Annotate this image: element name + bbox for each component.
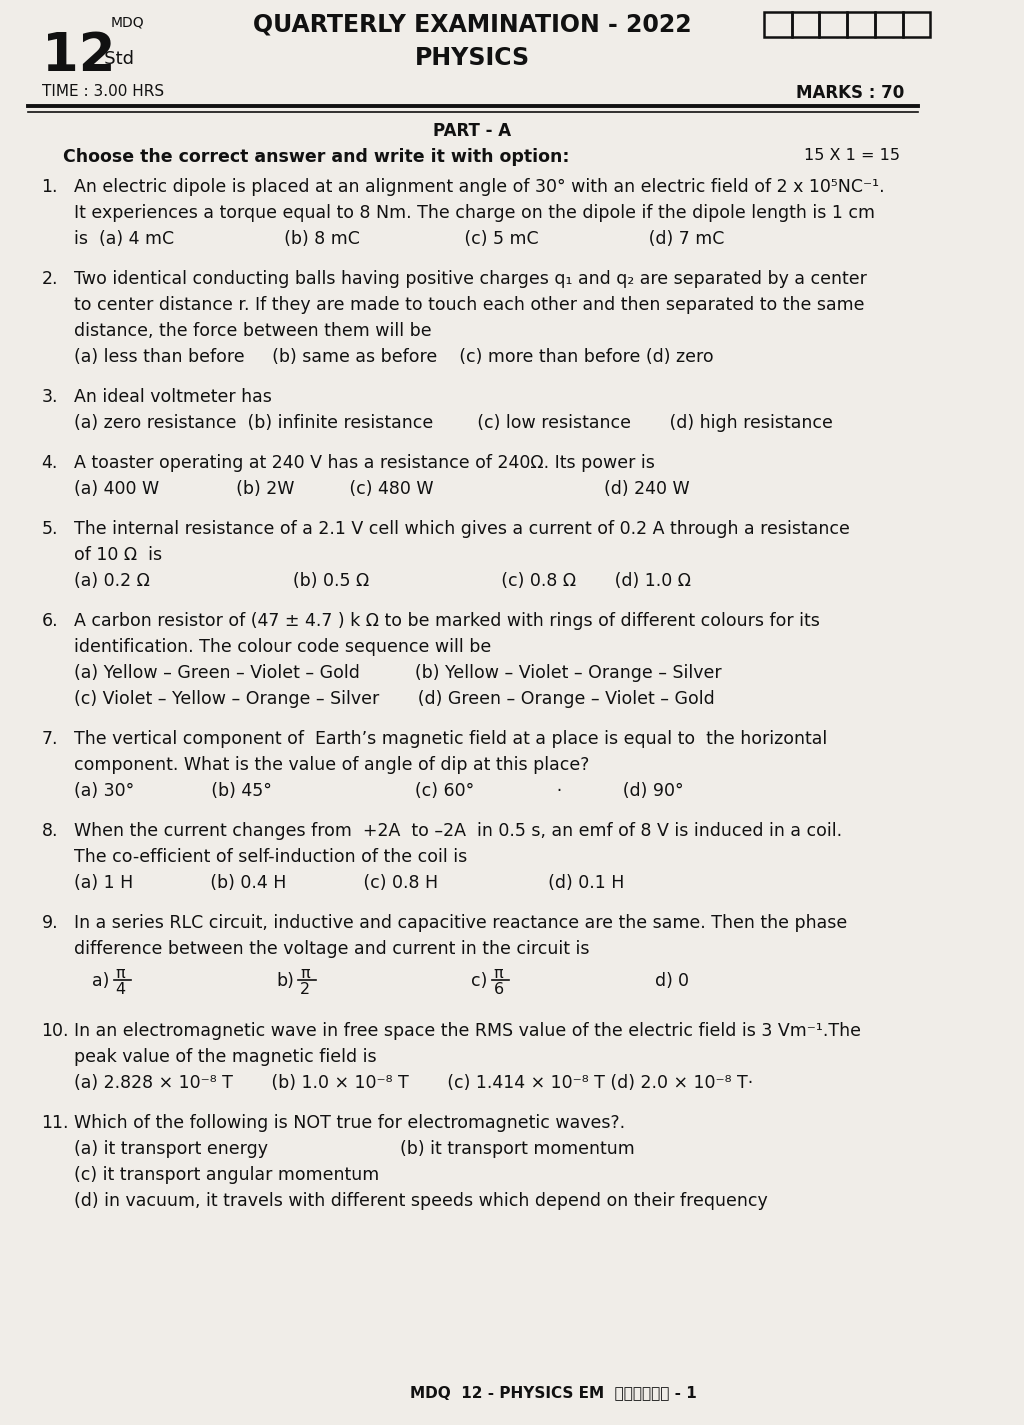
Text: The internal resistance of a 2.1 V cell which gives a current of 0.2 A through a: The internal resistance of a 2.1 V cell … xyxy=(74,520,850,539)
Text: In a series RLC circuit, inductive and capacitive reactance are the same. Then t: In a series RLC circuit, inductive and c… xyxy=(74,913,847,932)
Bar xyxy=(764,11,792,37)
Bar xyxy=(819,11,847,37)
Text: 6: 6 xyxy=(494,982,504,998)
Text: 2.: 2. xyxy=(42,269,58,288)
Text: 5.: 5. xyxy=(42,520,58,539)
Text: (d) in vacuum, it travels with different speeds which depend on their frequency: (d) in vacuum, it travels with different… xyxy=(74,1191,768,1210)
Bar xyxy=(874,11,902,37)
Text: (c) Violet – Yellow – Orange – Silver       (d) Green – Orange – Violet – Gold: (c) Violet – Yellow – Orange – Silver (d… xyxy=(74,690,715,708)
Text: Choose the correct answer and write it with option:: Choose the correct answer and write it w… xyxy=(62,148,569,165)
Text: QUARTERLY EXAMINATION - 2022: QUARTERLY EXAMINATION - 2022 xyxy=(253,11,692,36)
Text: distance, the force between them will be: distance, the force between them will be xyxy=(74,322,431,341)
Text: TIME : 3.00 HRS: TIME : 3.00 HRS xyxy=(42,84,164,98)
Text: When the current changes from  +2A  to –2A  in 0.5 s, an emf of 8 V is induced i: When the current changes from +2A to –2A… xyxy=(74,822,842,839)
Text: (c) it transport angular momentum: (c) it transport angular momentum xyxy=(74,1166,379,1184)
Text: The co-efficient of self-induction of the coil is: The co-efficient of self-induction of th… xyxy=(74,848,467,866)
Text: PART - A: PART - A xyxy=(433,123,512,140)
Bar xyxy=(792,11,819,37)
Text: 4.: 4. xyxy=(42,455,58,472)
Text: An ideal voltmeter has: An ideal voltmeter has xyxy=(74,388,271,406)
Text: - Std: - Std xyxy=(92,50,134,68)
Text: 3.: 3. xyxy=(42,388,58,406)
Text: 0: 0 xyxy=(678,972,689,990)
Text: 7.: 7. xyxy=(42,730,58,748)
Text: (a) less than before     (b) same as before    (c) more than before (d) zero: (a) less than before (b) same as before … xyxy=(74,348,714,366)
Text: (a) it transport energy                        (b) it transport momentum: (a) it transport energy (b) it transport… xyxy=(74,1140,635,1159)
Text: MDQ  12 - PHYSICS EM  பக்கம் - 1: MDQ 12 - PHYSICS EM பக்கம் - 1 xyxy=(411,1385,697,1399)
Text: MDQ: MDQ xyxy=(111,16,144,28)
Text: 9.: 9. xyxy=(42,913,58,932)
Text: 4: 4 xyxy=(116,982,126,998)
Text: 15 X 1 = 15: 15 X 1 = 15 xyxy=(804,148,900,162)
Text: In an electromagnetic wave in free space the RMS value of the electric field is : In an electromagnetic wave in free space… xyxy=(74,1022,861,1040)
Text: 8.: 8. xyxy=(42,822,58,839)
Text: (a) 1 H              (b) 0.4 H              (c) 0.8 H                    (d) 0.1: (a) 1 H (b) 0.4 H (c) 0.8 H (d) 0.1 xyxy=(74,874,625,892)
Bar xyxy=(902,11,930,37)
Text: peak value of the magnetic field is: peak value of the magnetic field is xyxy=(74,1047,377,1066)
Text: (a) 400 W              (b) 2W          (c) 480 W                               (: (a) 400 W (b) 2W (c) 480 W ( xyxy=(74,480,689,497)
Text: b): b) xyxy=(276,972,295,990)
Text: An electric dipole is placed at an alignment angle of 30° with an electric field: An electric dipole is placed at an align… xyxy=(74,178,885,197)
Text: of 10 Ω  is: of 10 Ω is xyxy=(74,546,162,564)
Text: is  (a) 4 mC                    (b) 8 mC                   (c) 5 mC             : is (a) 4 mC (b) 8 mC (c) 5 mC xyxy=(74,229,724,248)
Text: It experiences a torque equal to 8 Nm. The charge on the dipole if the dipole le: It experiences a torque equal to 8 Nm. T… xyxy=(74,204,874,222)
Text: difference between the voltage and current in the circuit is: difference between the voltage and curre… xyxy=(74,940,590,958)
Text: to center distance r. If they are made to touch each other and then separated to: to center distance r. If they are made t… xyxy=(74,296,864,314)
Text: PHYSICS: PHYSICS xyxy=(415,46,530,70)
Text: 1.: 1. xyxy=(42,178,58,197)
Text: d): d) xyxy=(655,972,673,990)
Text: π: π xyxy=(116,966,125,980)
Text: 12: 12 xyxy=(42,30,115,83)
Text: A toaster operating at 240 V has a resistance of 240Ω. Its power is: A toaster operating at 240 V has a resis… xyxy=(74,455,654,472)
Text: Which of the following is NOT true for electromagnetic waves?.: Which of the following is NOT true for e… xyxy=(74,1114,625,1131)
Text: (a) 0.2 Ω                          (b) 0.5 Ω                        (c) 0.8 Ω   : (a) 0.2 Ω (b) 0.5 Ω (c) 0.8 Ω xyxy=(74,571,691,590)
Text: c): c) xyxy=(471,972,487,990)
Text: Two identical conducting balls having positive charges q₁ and q₂ are separated b: Two identical conducting balls having po… xyxy=(74,269,866,288)
Text: MARKS : 70: MARKS : 70 xyxy=(796,84,904,103)
Bar xyxy=(847,11,874,37)
Text: π: π xyxy=(494,966,504,980)
Text: component. What is the value of angle of dip at this place?: component. What is the value of angle of… xyxy=(74,757,589,774)
Text: 10.: 10. xyxy=(42,1022,69,1040)
Text: (a) zero resistance  (b) infinite resistance        (c) low resistance       (d): (a) zero resistance (b) infinite resista… xyxy=(74,415,833,432)
Text: identification. The colour code sequence will be: identification. The colour code sequence… xyxy=(74,638,492,656)
Text: π: π xyxy=(300,966,309,980)
Text: (a) 2.828 × 10⁻⁸ T       (b) 1.0 × 10⁻⁸ T       (c) 1.414 × 10⁻⁸ T (d) 2.0 × 10⁻: (a) 2.828 × 10⁻⁸ T (b) 1.0 × 10⁻⁸ T (c) … xyxy=(74,1074,753,1092)
Text: 6.: 6. xyxy=(42,611,58,630)
Text: (a) 30°              (b) 45°                          (c) 60°               ·   : (a) 30° (b) 45° (c) 60° · xyxy=(74,782,683,799)
Text: The vertical component of  Earth’s magnetic field at a place is equal to  the ho: The vertical component of Earth’s magnet… xyxy=(74,730,827,748)
Text: A carbon resistor of (47 ± 4.7 ) k Ω to be marked with rings of different colour: A carbon resistor of (47 ± 4.7 ) k Ω to … xyxy=(74,611,819,630)
Text: (a) Yellow – Green – Violet – Gold          (b) Yellow – Violet – Orange – Silve: (a) Yellow – Green – Violet – Gold (b) Y… xyxy=(74,664,722,683)
Text: a): a) xyxy=(92,972,110,990)
Text: 2: 2 xyxy=(300,982,310,998)
Text: 11.: 11. xyxy=(42,1114,69,1131)
